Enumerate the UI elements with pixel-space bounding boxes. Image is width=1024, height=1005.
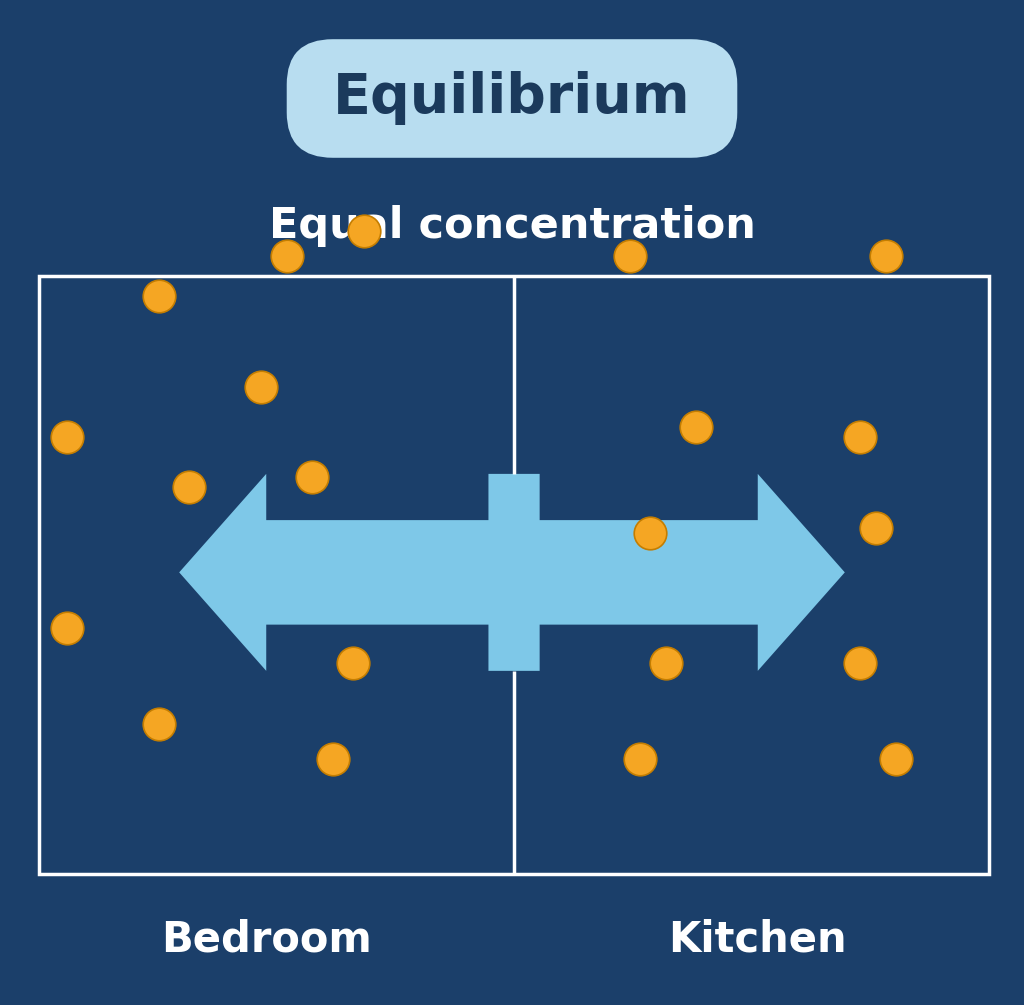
Text: Equilibrium: Equilibrium bbox=[333, 71, 691, 126]
Point bbox=[325, 751, 341, 767]
Point bbox=[642, 525, 658, 541]
Point bbox=[852, 429, 868, 445]
Point bbox=[151, 288, 167, 305]
Point bbox=[181, 479, 198, 495]
Point bbox=[58, 429, 75, 445]
Point bbox=[657, 655, 674, 671]
FancyBboxPatch shape bbox=[287, 39, 737, 158]
Point bbox=[878, 248, 894, 264]
Text: Bedroom: Bedroom bbox=[161, 919, 372, 961]
Point bbox=[888, 751, 904, 767]
Point bbox=[852, 655, 868, 671]
Point bbox=[304, 469, 321, 485]
FancyBboxPatch shape bbox=[39, 276, 989, 874]
Point bbox=[253, 379, 269, 395]
Point bbox=[622, 248, 638, 264]
Text: Kitchen: Kitchen bbox=[669, 919, 847, 961]
Point bbox=[688, 419, 705, 435]
Point bbox=[279, 248, 295, 264]
Point bbox=[151, 716, 167, 732]
Text: Equal concentration: Equal concentration bbox=[268, 205, 756, 247]
Point bbox=[355, 223, 372, 239]
Polygon shape bbox=[179, 474, 845, 671]
Point bbox=[58, 620, 75, 636]
Point bbox=[867, 520, 884, 536]
Point bbox=[345, 655, 361, 671]
Point bbox=[632, 751, 648, 767]
